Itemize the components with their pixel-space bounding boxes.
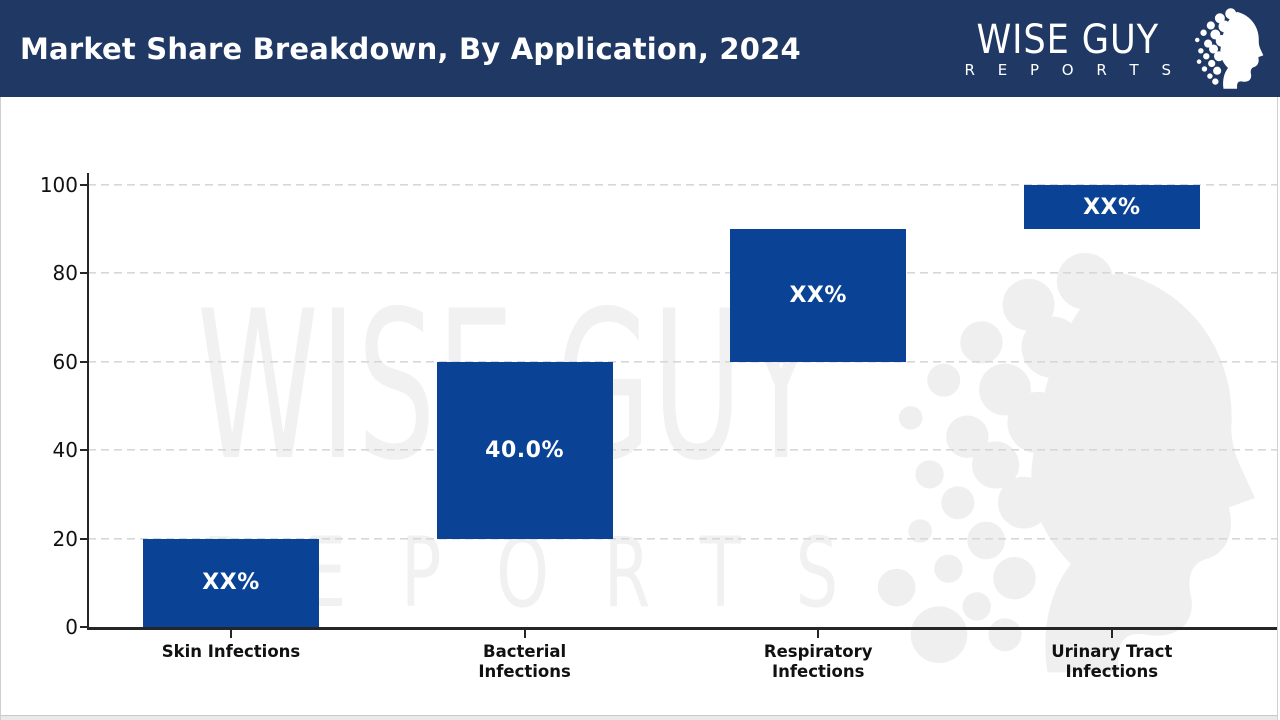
bar-value-label: XX% [789,282,847,308]
x-axis-tick-3 [1110,630,1113,638]
gridline-20 [88,537,1277,540]
gridline-40 [88,449,1277,452]
gridline-100 [88,184,1277,186]
y-axis-label-0: 0 [65,615,78,639]
header-bar: Market Share Breakdown, By Application, … [0,0,1280,97]
y-axis-label-20: 20 [52,526,78,551]
bar-value-label: XX% [202,570,260,596]
x-axis-label-3: Urinary Tract Infections [1051,642,1173,681]
x-axis-label-2: Respiratory Infections [763,642,873,681]
x-axis-label-0: Skin Infections [161,642,301,661]
logo-text: WISE GUY R E P O R T S [956,20,1180,78]
y-axis-tick-0 [80,626,87,628]
y-axis-label-100: 100 [39,173,78,197]
y-axis-label-40: 40 [52,438,78,463]
bar-skin-infections: XX% [143,538,319,627]
gridline-80 [88,272,1277,275]
card-footer-strip [1,715,1277,720]
y-axis-tick-40 [80,449,87,452]
x-axis-tick-1 [523,630,526,638]
y-axis-tick-80 [80,272,87,275]
y-axis-tick-100 [80,184,87,186]
x-axis-line [87,627,1277,630]
y-axis-label-80: 80 [52,261,78,286]
bar-value-label: XX% [1083,194,1141,220]
x-axis-tick-0 [230,630,232,638]
y-axis-tick-60 [80,360,87,363]
x-axis-tick-2 [817,630,820,638]
plot-area: 0 20 40 60 80 100 XX% Skin Infections 40.0% Bacte… [1,97,1279,720]
logo-wordmark: WISE GUY [976,16,1160,63]
bar-respiratory-infections: XX% [730,229,907,362]
logo-subtitle: R E P O R T S [964,60,1180,79]
bar-value-label: 40.0% [485,437,564,463]
x-axis-label-1: Bacterial Infections [478,642,571,681]
page-title: Market Share Breakdown, By Application, … [20,31,801,66]
y-axis-tick-20 [80,537,87,540]
bar-urinary-tract-infections: XX% [1023,185,1200,230]
wise-guy-head-icon [1194,7,1264,89]
bar-bacterial-infections: 40.0% [436,361,613,539]
wise-guy-logo: WISE GUY R E P O R T S [956,7,1266,90]
chart-card: WISE GUY REPORTS 0 20 40 60 80 100 XX% Skin Inf… [0,97,1278,720]
gridline-60 [88,360,1277,363]
y-axis-label-60: 60 [52,349,78,374]
y-axis-line [87,173,89,630]
